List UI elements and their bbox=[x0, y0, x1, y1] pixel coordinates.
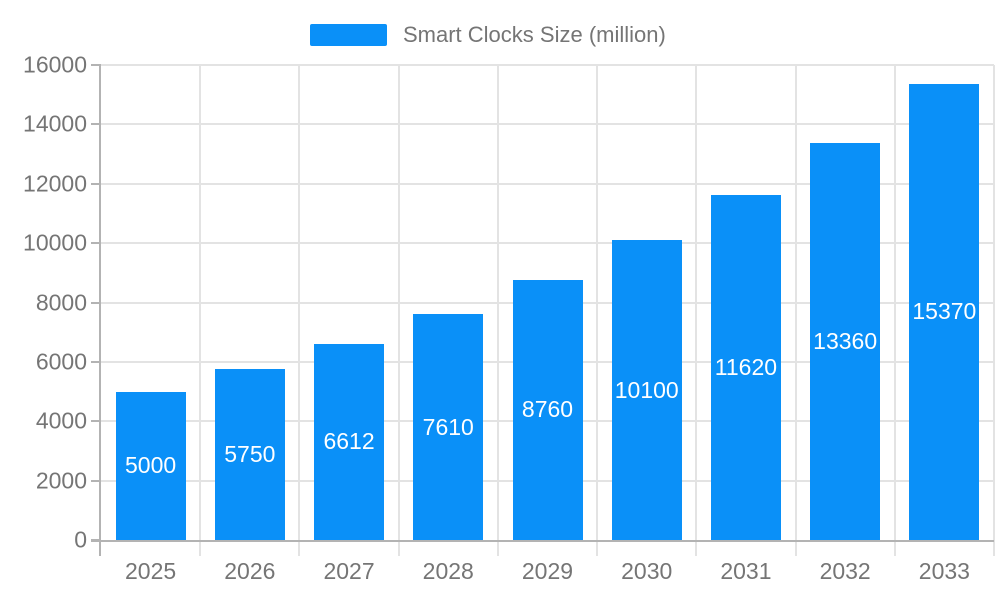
y-axis-tick bbox=[91, 123, 101, 126]
x-axis-label: 2031 bbox=[720, 558, 772, 584]
x-gridline bbox=[794, 65, 797, 556]
x-axis-label: 2025 bbox=[125, 558, 177, 584]
bar-value-label: 11620 bbox=[714, 354, 778, 381]
bar-value-label: 15370 bbox=[912, 298, 977, 325]
y-axis-label: 4000 bbox=[35, 407, 87, 434]
x-axis-label: 2032 bbox=[819, 558, 871, 584]
y-axis-tick bbox=[91, 479, 101, 482]
y-axis-label: 8000 bbox=[35, 289, 87, 315]
y-axis-tick bbox=[91, 420, 101, 423]
bar[interactable]: 15370 bbox=[909, 83, 980, 540]
y-axis-label: 0 bbox=[74, 526, 87, 553]
bar[interactable]: 10100 bbox=[611, 240, 682, 540]
y-axis-label: 16000 bbox=[23, 51, 87, 78]
bar-value-label: 10100 bbox=[614, 376, 679, 403]
x-gridline bbox=[695, 65, 698, 556]
y-gridline bbox=[101, 182, 994, 185]
bar[interactable]: 5750 bbox=[214, 369, 285, 540]
y-axis-tick bbox=[91, 182, 101, 185]
y-axis-tick bbox=[91, 539, 101, 541]
x-gridline bbox=[397, 65, 400, 556]
bar-value-label: 7610 bbox=[422, 413, 474, 440]
bar-value-label: 13360 bbox=[813, 328, 878, 355]
bar-value-label: 5000 bbox=[125, 452, 177, 479]
x-axis-label: 2029 bbox=[521, 558, 574, 584]
y-axis-tick bbox=[91, 360, 101, 363]
y-axis-label: 12000 bbox=[23, 170, 87, 197]
y-axis-label: 6000 bbox=[35, 348, 87, 375]
y-gridline bbox=[101, 242, 994, 245]
legend-swatch-icon bbox=[310, 24, 387, 46]
y-axis-tick bbox=[91, 64, 101, 66]
bar-value-label: 8760 bbox=[521, 396, 574, 423]
x-gridline bbox=[199, 65, 202, 556]
y-axis-label: 10000 bbox=[23, 229, 87, 256]
y-axis-label: 2000 bbox=[35, 467, 87, 494]
x-gridline bbox=[496, 65, 499, 556]
bar[interactable]: 8760 bbox=[512, 279, 583, 540]
y-axis-label: 14000 bbox=[23, 110, 87, 137]
bar[interactable]: 6612 bbox=[314, 343, 385, 540]
x-axis-label: 2033 bbox=[918, 558, 970, 584]
x-gridline bbox=[993, 65, 995, 556]
bar[interactable]: 5000 bbox=[115, 391, 186, 540]
bar[interactable]: 7610 bbox=[413, 314, 484, 540]
y-axis-tick bbox=[91, 242, 101, 245]
bar[interactable]: 11620 bbox=[710, 195, 781, 540]
bar[interactable]: 13360 bbox=[810, 143, 881, 540]
legend-label: Smart Clocks Size (million) bbox=[403, 22, 666, 47]
y-gridline bbox=[101, 64, 994, 66]
x-axis-label: 2027 bbox=[323, 558, 375, 584]
x-gridline bbox=[893, 65, 896, 556]
bar-value-label: 5750 bbox=[224, 441, 276, 468]
x-axis-label: 2030 bbox=[621, 558, 673, 584]
x-axis-line bbox=[91, 540, 994, 542]
y-gridline bbox=[101, 123, 994, 126]
legend[interactable]: Smart Clocks Size (million) bbox=[310, 22, 666, 48]
bar-value-label: 6612 bbox=[323, 428, 375, 455]
y-axis-tick bbox=[91, 301, 101, 304]
x-gridline bbox=[298, 65, 301, 556]
x-axis-label: 2028 bbox=[422, 558, 474, 584]
x-axis-label: 2026 bbox=[224, 558, 276, 584]
y-axis-line bbox=[99, 65, 101, 556]
x-gridline bbox=[596, 65, 599, 556]
